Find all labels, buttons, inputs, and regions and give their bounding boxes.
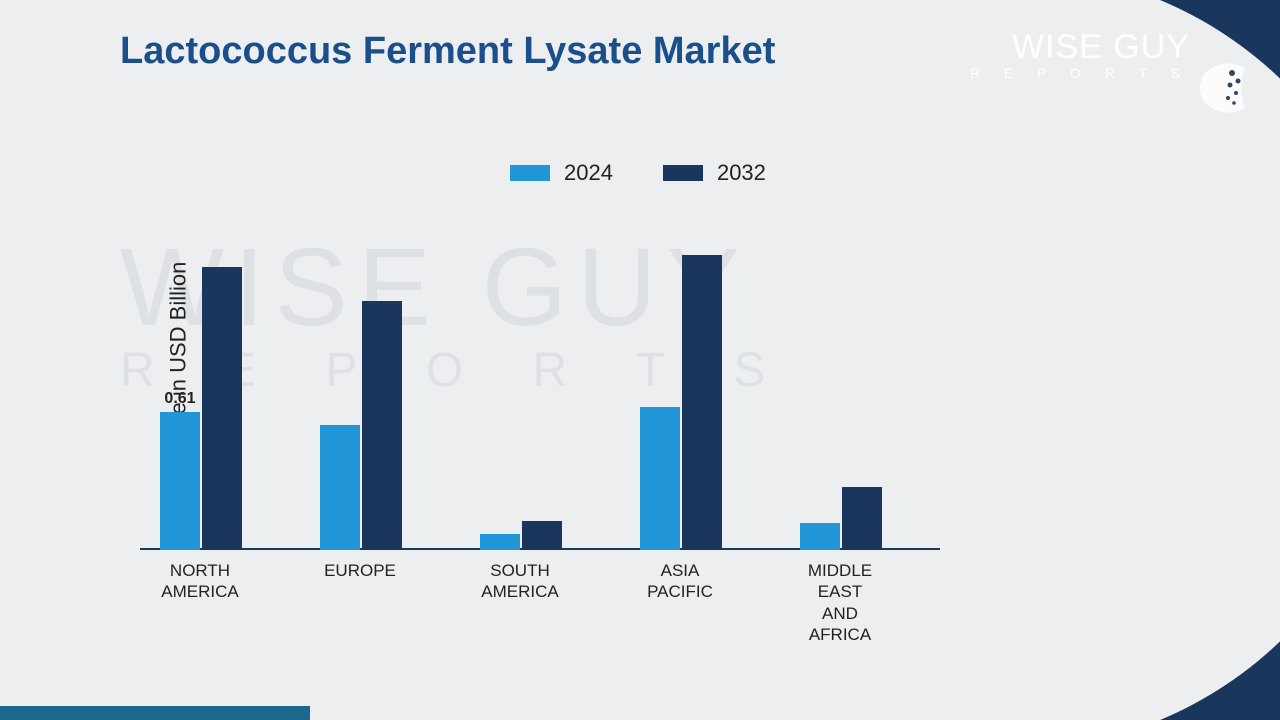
bar-s2 (842, 487, 882, 550)
legend-item-2032: 2032 (663, 160, 766, 186)
bar-s1 (480, 534, 520, 550)
legend-label-2032: 2032 (717, 160, 766, 186)
category-label: MIDDLEEASTANDAFRICA (775, 560, 905, 645)
bar-s1: 0.61 (160, 412, 200, 550)
plot-region: 0.61NORTHAMERICAEUROPESOUTHAMERICAASIAPA… (140, 210, 940, 550)
brand-subtitle: R E P O R T S (970, 65, 1190, 81)
bar-s2 (522, 521, 562, 550)
bar-s2 (202, 267, 242, 550)
brand-block: WISE GUY R E P O R T S (970, 28, 1250, 81)
legend: 2024 2032 (510, 160, 766, 186)
chart-canvas: WISE GUY R E P O R T S Lactococcus Ferme… (0, 0, 1280, 720)
bar-s1 (800, 523, 840, 550)
category-label: SOUTHAMERICA (455, 560, 585, 603)
category-label: NORTHAMERICA (135, 560, 265, 603)
legend-label-2024: 2024 (564, 160, 613, 186)
bottom-accent-bar (0, 706, 310, 720)
bar-s1 (320, 425, 360, 550)
chart-title: Lactococcus Ferment Lysate Market (120, 30, 775, 73)
legend-item-2024: 2024 (510, 160, 613, 186)
bar-s2 (362, 301, 402, 550)
category-label: ASIAPACIFIC (615, 560, 745, 603)
brand-title: WISE GUY (970, 28, 1190, 67)
bar-value-label: 0.61 (164, 390, 195, 408)
legend-swatch-2032 (663, 165, 703, 181)
bar-s1 (640, 407, 680, 550)
legend-swatch-2024 (510, 165, 550, 181)
bar-s2 (682, 255, 722, 550)
chart-area: Market Size in USD Billion 2024 2032 0.6… (90, 150, 950, 630)
category-label: EUROPE (295, 560, 425, 581)
